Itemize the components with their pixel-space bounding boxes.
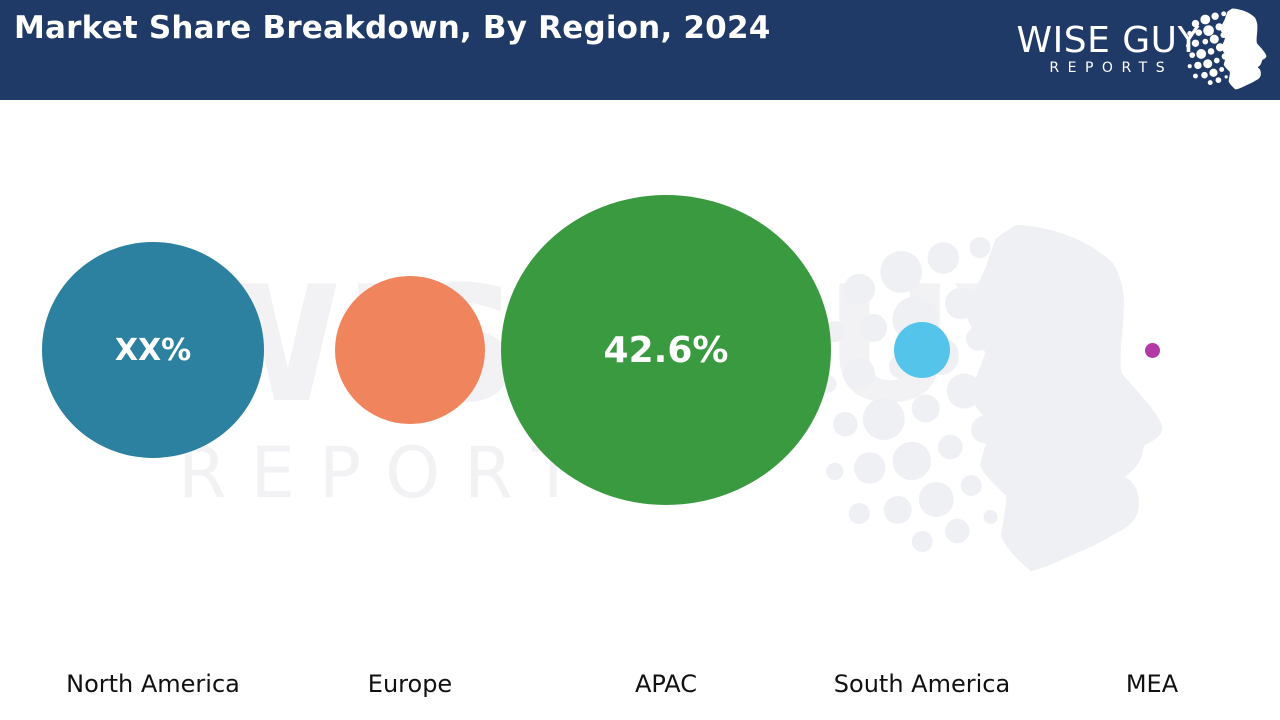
category-label-south-america: South America xyxy=(833,670,1011,698)
logo-text: WISE GUY REPORTS xyxy=(1016,19,1201,77)
category-label-apac: APAC xyxy=(634,670,698,698)
logo-subtext: REPORTS xyxy=(1049,60,1174,77)
category-label-mea: MEA xyxy=(1125,670,1179,698)
logo-wordmark: WISE GUY xyxy=(1016,19,1200,61)
bubble-europe xyxy=(335,276,485,424)
wise-guy-logo: WISE GUY REPORTS xyxy=(1017,8,1271,90)
bubble-value-label: 42.6% xyxy=(603,329,729,371)
bubble-north-america: XX% xyxy=(42,242,264,458)
category-label-europe: Europe xyxy=(367,670,453,698)
wise-guy-head-icon xyxy=(1186,8,1267,90)
bubble-apac: 42.6% xyxy=(501,195,831,505)
page-title: Market Share Breakdown, By Region, 2024 xyxy=(14,10,771,46)
header-bar: Market Share Breakdown, By Region, 2024 … xyxy=(0,0,1280,100)
category-label-north-america: North America xyxy=(66,670,240,698)
bubble-value-label: XX% xyxy=(114,332,192,368)
